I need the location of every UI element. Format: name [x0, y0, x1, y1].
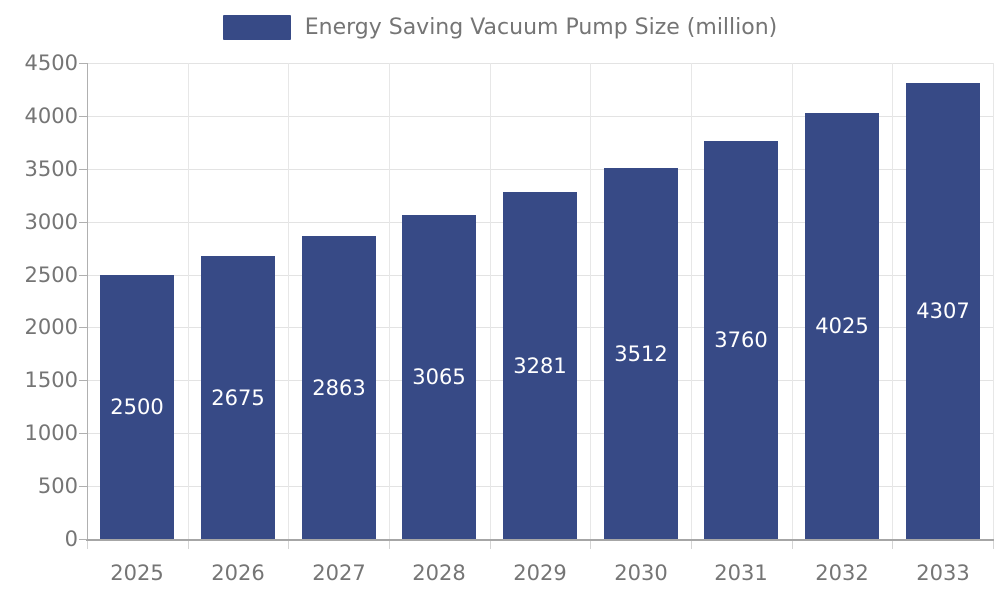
- bar[interactable]: 4307: [906, 83, 980, 539]
- gridline-horizontal: [87, 116, 993, 117]
- y-tick-label: 4500: [24, 51, 78, 75]
- x-axis-tick: [892, 541, 893, 549]
- x-axis-tick: [288, 541, 289, 549]
- x-tick-label: 2027: [312, 561, 366, 585]
- x-axis-tick: [590, 541, 591, 549]
- x-tick-label: 2025: [110, 561, 164, 585]
- bar-value-label: 3760: [714, 328, 768, 352]
- bar-value-label: 4307: [916, 299, 970, 323]
- bar-value-label: 3065: [412, 365, 466, 389]
- x-axis-tick: [993, 541, 994, 549]
- bar-value-label: 3281: [513, 353, 567, 378]
- x-tick-label: 2026: [211, 561, 265, 585]
- bar[interactable]: 2500: [100, 275, 174, 539]
- y-tick-label: 3000: [24, 210, 78, 234]
- bar-value-label: 4025: [815, 314, 869, 338]
- bar[interactable]: 3760: [704, 141, 778, 539]
- gridline-vertical: [792, 63, 793, 539]
- y-axis-tick: [79, 539, 87, 540]
- gridline-horizontal: [87, 169, 993, 170]
- y-tick-label: 3500: [24, 157, 78, 181]
- bar-value-label: 3512: [614, 341, 668, 366]
- x-axis-tick: [792, 541, 793, 549]
- gridline-vertical: [993, 63, 994, 539]
- x-tick-label: 2028: [412, 561, 466, 585]
- bar-value-label: 2675: [211, 385, 265, 410]
- y-axis-tick: [79, 116, 87, 117]
- y-axis-tick: [79, 63, 87, 64]
- bar[interactable]: 2863: [302, 236, 376, 539]
- x-axis-tick: [188, 541, 189, 549]
- y-axis-tick: [79, 275, 87, 276]
- gridline-vertical: [188, 63, 189, 539]
- x-axis-tick: [87, 541, 88, 549]
- y-axis-tick: [79, 169, 87, 170]
- y-axis-tick: [79, 222, 87, 223]
- legend-swatch: [222, 15, 291, 40]
- legend-item[interactable]: Energy Saving Vacuum Pump Size (million): [0, 15, 1000, 40]
- x-tick-label: 2032: [815, 561, 869, 585]
- y-axis-line: [87, 63, 88, 539]
- y-tick-label: 500: [37, 474, 78, 498]
- y-tick-label: 1000: [24, 421, 78, 445]
- gridline-vertical: [892, 63, 893, 539]
- x-tick-label: 2033: [916, 561, 970, 585]
- bar[interactable]: 3281: [503, 192, 577, 539]
- gridline-horizontal: [87, 63, 993, 64]
- x-axis-tick: [389, 541, 390, 549]
- bar-value-label: 2500: [110, 395, 164, 419]
- bar-value-label: 2863: [312, 375, 366, 400]
- x-axis-line: [86, 539, 994, 541]
- gridline-vertical: [590, 63, 591, 539]
- y-axis-tick: [79, 380, 87, 381]
- x-tick-label: 2030: [614, 561, 668, 585]
- x-axis-tick: [691, 541, 692, 549]
- gridline-vertical: [389, 63, 390, 539]
- gridline-vertical: [490, 63, 491, 539]
- y-axis-tick: [79, 433, 87, 434]
- gridline-vertical: [288, 63, 289, 539]
- y-tick-label: 1500: [24, 368, 78, 392]
- x-tick-label: 2031: [714, 561, 768, 585]
- y-tick-label: 0: [64, 527, 78, 551]
- y-tick-label: 2500: [24, 263, 78, 287]
- y-axis-tick: [79, 486, 87, 487]
- bar[interactable]: 2675: [201, 256, 275, 539]
- y-tick-label: 2000: [24, 315, 78, 339]
- bar[interactable]: 3065: [402, 215, 476, 539]
- x-axis-tick: [490, 541, 491, 549]
- gridline-vertical: [691, 63, 692, 539]
- bar[interactable]: 4025: [805, 113, 879, 539]
- legend-label: Energy Saving Vacuum Pump Size (million): [304, 15, 778, 40]
- x-tick-label: 2029: [513, 561, 567, 585]
- y-tick-label: 4000: [24, 104, 78, 128]
- y-axis-tick: [79, 327, 87, 328]
- bar[interactable]: 3512: [604, 168, 678, 539]
